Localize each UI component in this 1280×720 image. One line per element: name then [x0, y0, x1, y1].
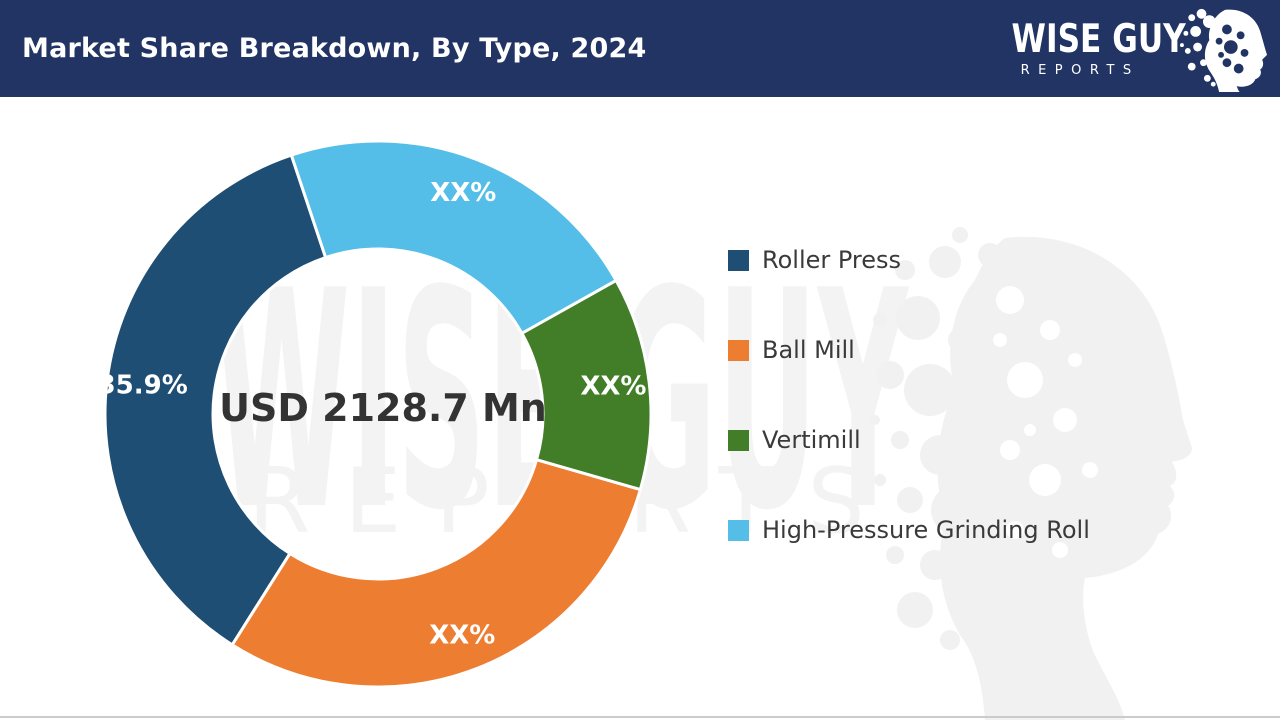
page-title: Market Share Breakdown, By Type, 2024 [22, 33, 647, 64]
slice-vertimill [520, 278, 653, 492]
logo-subtitle: REPORTS [1020, 62, 1140, 78]
legend-label-vertimill: Vertimill [762, 426, 861, 454]
slice-label-high-pressure-grinding-roll: XX% [430, 178, 496, 208]
slice-label-ball-mill: XX% [429, 621, 495, 651]
legend-label-ball-mill: Ball Mill [762, 336, 855, 364]
watermark-face-holes [993, 286, 1098, 558]
logo-text: WISE GUY REPORTS [968, 20, 1186, 78]
chart-legend: Roller Press Ball Mill Vertimill High-Press… [728, 246, 1090, 544]
wise-guy-logo: WISE GUY REPORTS [968, 5, 1268, 93]
legend-swatch-ball-mill [728, 339, 749, 361]
slice-roller-press [103, 153, 328, 647]
logo-wordmark: WISE GUY [1011, 16, 1186, 62]
slice-ball-mill [230, 458, 642, 689]
legend-label-high-pressure-grinding-roll: High-Pressure Grinding Roll [762, 516, 1090, 544]
logo-face-icon [1180, 8, 1268, 92]
slice-label-vertimill: XX% [580, 372, 646, 402]
legend-swatch-vertimill [728, 429, 749, 451]
legend-swatch-roller-press [728, 249, 749, 271]
legend-item-roller-press: Roller Press [728, 246, 1090, 274]
bottom-divider [0, 716, 1280, 718]
legend-item-high-pressure-grinding-roll: High-Pressure Grinding Roll [728, 516, 1090, 544]
slice-high-pressure-grinding-roll [289, 139, 618, 335]
legend-item-vertimill: Vertimill [728, 426, 1090, 454]
legend-label-roller-press: Roller Press [762, 246, 902, 274]
legend-item-ball-mill: Ball Mill [728, 336, 1090, 364]
slice-label-roller-press: 35.9% [98, 371, 188, 401]
legend-swatch-high-pressure-grinding-roll [728, 519, 749, 541]
chart-center-value: USD 2128.7 Mn [219, 386, 547, 430]
watermark-face [870, 227, 1192, 720]
header-bar: Market Share Breakdown, By Type, 2024 WI… [0, 0, 1280, 97]
